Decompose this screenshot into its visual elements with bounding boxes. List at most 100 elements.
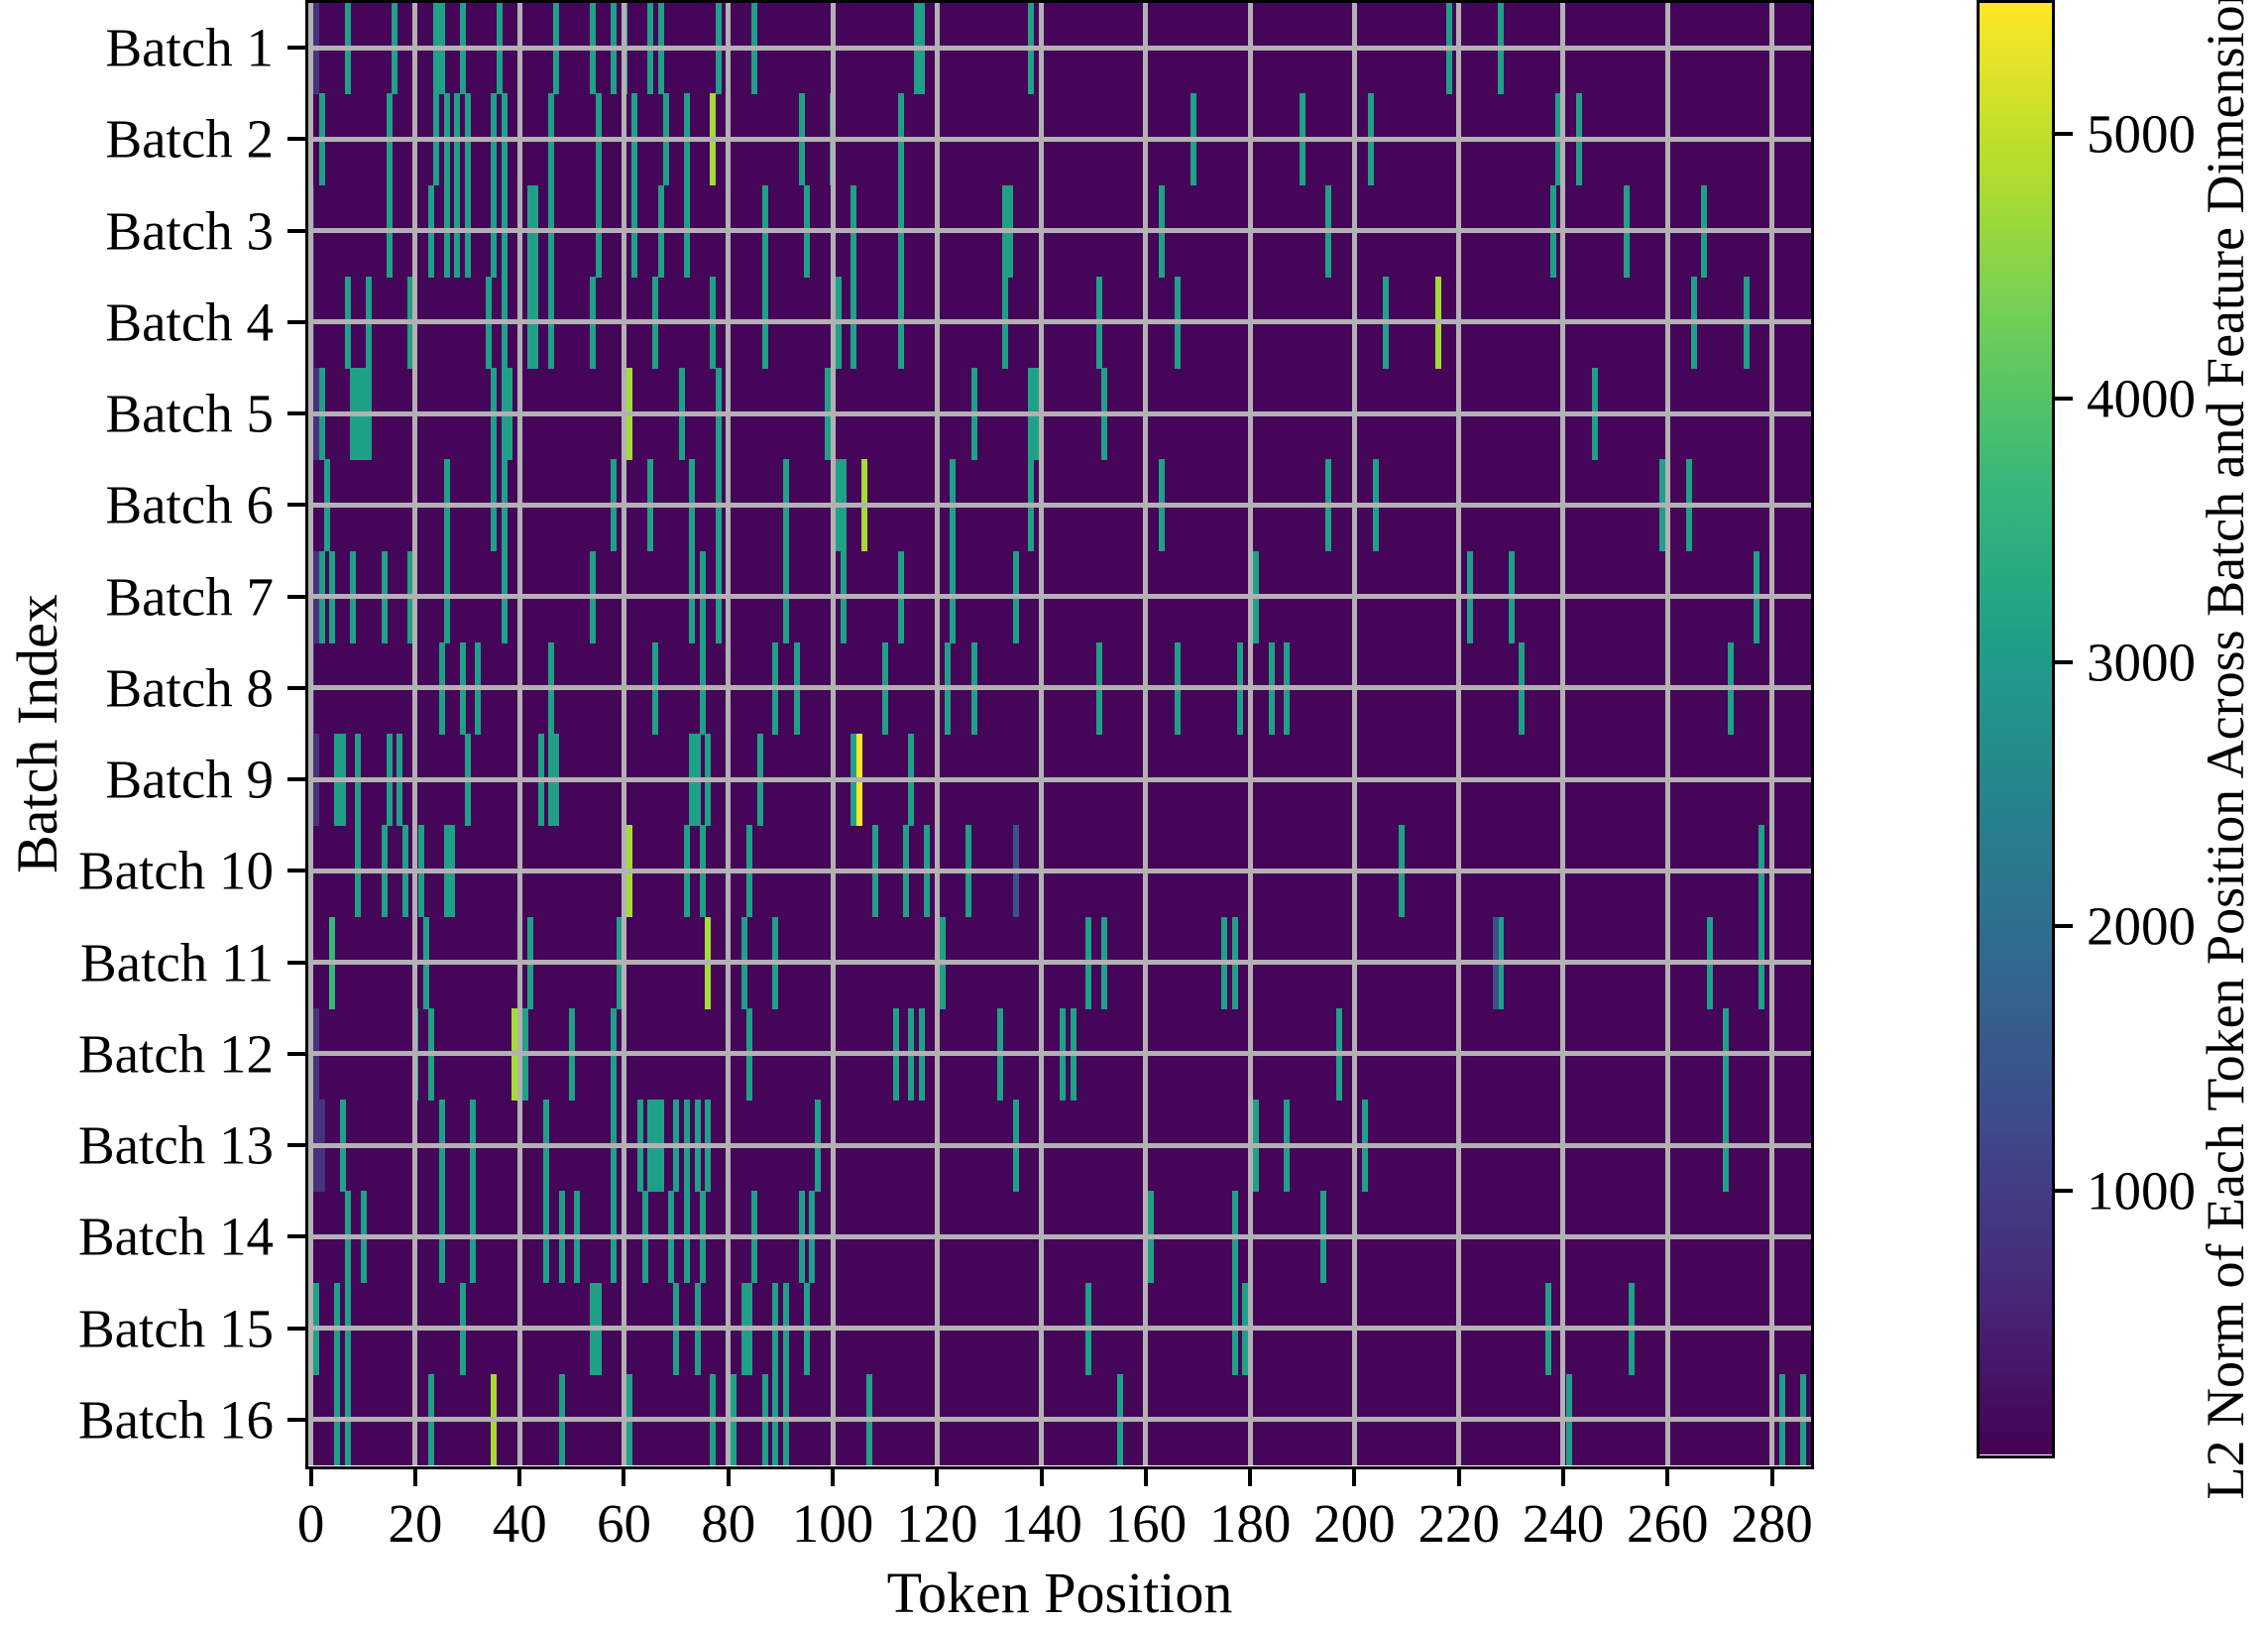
y-tick-label: Batch 2 xyxy=(105,108,274,170)
gridline-vertical xyxy=(308,2,314,1465)
gridline-vertical xyxy=(1247,2,1253,1465)
gridline-horizontal xyxy=(308,1326,1811,1332)
y-tick-label: Batch 5 xyxy=(105,383,274,444)
colorbar-tick-mark xyxy=(2055,924,2073,929)
gridline-horizontal xyxy=(308,228,1811,234)
gridline-horizontal xyxy=(308,1051,1811,1057)
gridline-vertical xyxy=(726,2,732,1465)
gridline-horizontal xyxy=(308,319,1811,325)
x-tick-label: 140 xyxy=(1000,1493,1082,1554)
x-tick-label: 220 xyxy=(1418,1493,1500,1554)
y-tick-label: Batch 6 xyxy=(105,474,274,535)
y-tick-label: Batch 16 xyxy=(77,1389,274,1451)
y-tick-label: Batch 1 xyxy=(105,17,274,78)
gridline-vertical xyxy=(516,2,522,1465)
gridline-horizontal xyxy=(308,594,1811,600)
gridline-horizontal xyxy=(308,1142,1811,1148)
gridline-horizontal xyxy=(308,868,1811,873)
x-tick-label: 0 xyxy=(296,1493,325,1554)
x-tick-mark xyxy=(622,1468,626,1486)
y-tick-mark xyxy=(287,869,305,873)
gridline-vertical xyxy=(1143,2,1149,1465)
x-tick-label: 120 xyxy=(896,1493,978,1554)
x-tick-mark xyxy=(1248,1468,1253,1486)
gridline-vertical xyxy=(1351,2,1357,1465)
x-tick-label: 160 xyxy=(1104,1493,1188,1554)
x-tick-mark xyxy=(1560,1468,1565,1486)
x-tick-label: 40 xyxy=(492,1493,547,1554)
colorbar-tick-label: 5000 xyxy=(2087,103,2196,165)
gridline-vertical xyxy=(1039,2,1045,1465)
x-tick-label: 20 xyxy=(388,1493,443,1554)
x-tick-label: 240 xyxy=(1522,1493,1605,1554)
gridline-vertical xyxy=(830,2,836,1465)
x-tick-mark xyxy=(517,1468,522,1486)
gridline-vertical xyxy=(1560,2,1566,1465)
y-tick-label: Batch 10 xyxy=(77,840,274,901)
y-tick-mark xyxy=(287,594,305,599)
gridline-vertical xyxy=(934,2,940,1465)
y-tick-mark xyxy=(287,319,305,324)
gridline-vertical xyxy=(1769,2,1775,1465)
x-tick-mark xyxy=(1143,1468,1148,1486)
y-tick-mark xyxy=(287,960,305,965)
y-tick-mark xyxy=(287,1417,305,1422)
x-tick-label: 200 xyxy=(1313,1493,1396,1554)
gridline-horizontal xyxy=(308,685,1811,691)
gridline-horizontal xyxy=(308,136,1811,142)
x-tick-label: 60 xyxy=(596,1493,651,1554)
y-tick-mark xyxy=(287,777,305,782)
y-tick-label: Batch 15 xyxy=(77,1298,274,1359)
y-tick-label: Batch 3 xyxy=(105,200,274,262)
colorbar-tick-mark xyxy=(2055,396,2073,401)
y-tick-label: Batch 13 xyxy=(77,1114,274,1176)
y-tick-mark xyxy=(287,411,305,416)
y-tick-label: Batch 11 xyxy=(80,932,274,993)
y-tick-mark xyxy=(287,137,305,142)
gridline-horizontal xyxy=(308,1417,1811,1423)
x-tick-label: 180 xyxy=(1208,1493,1292,1554)
gridline-vertical xyxy=(412,2,418,1465)
y-tick-mark xyxy=(287,46,305,51)
x-tick-mark xyxy=(1769,1468,1774,1486)
gridline-horizontal xyxy=(308,410,1811,416)
x-tick-label: 80 xyxy=(701,1493,756,1554)
x-tick-mark xyxy=(1039,1468,1044,1486)
colorbar-tick-mark xyxy=(2055,659,2073,664)
x-tick-mark xyxy=(935,1468,940,1486)
y-axis-label: Batch Index xyxy=(5,594,69,873)
x-tick-mark xyxy=(1352,1468,1357,1486)
y-tick-mark xyxy=(287,503,305,508)
colorbar-tick-label: 1000 xyxy=(2087,1160,2196,1221)
x-tick-mark xyxy=(726,1468,731,1486)
y-tick-label: Batch 7 xyxy=(105,566,274,628)
gridline-vertical xyxy=(621,2,626,1465)
gridline-horizontal xyxy=(308,502,1811,508)
y-tick-label: Batch 9 xyxy=(105,749,274,810)
x-tick-mark xyxy=(1456,1468,1461,1486)
gridline-horizontal xyxy=(308,960,1811,966)
gridline-vertical xyxy=(1456,2,1462,1465)
colorbar-tick-label: 4000 xyxy=(2087,368,2196,429)
colorbar-tick-mark xyxy=(2055,132,2073,137)
y-tick-mark xyxy=(287,685,305,690)
y-tick-mark xyxy=(287,1326,305,1331)
gridline-vertical xyxy=(1664,2,1670,1465)
x-axis-label: Token Position xyxy=(886,1561,1233,1625)
y-tick-mark xyxy=(287,1234,305,1239)
x-tick-mark xyxy=(831,1468,836,1486)
y-tick-label: Batch 8 xyxy=(105,657,274,719)
gridline-horizontal xyxy=(308,45,1811,51)
y-tick-mark xyxy=(287,1143,305,1148)
colorbar-gradient xyxy=(1980,2,2052,1454)
colorbar-tick-label: 3000 xyxy=(2087,632,2196,693)
x-tick-label: 260 xyxy=(1626,1493,1709,1554)
heatmap-plot-area xyxy=(308,2,1811,1465)
colorbar-tick-mark xyxy=(2055,1188,2073,1193)
gridline-horizontal xyxy=(308,1233,1811,1239)
colorbar-tick-label: 2000 xyxy=(2087,895,2196,957)
x-tick-mark xyxy=(412,1468,417,1486)
x-tick-mark xyxy=(1665,1468,1670,1486)
x-tick-label: 280 xyxy=(1731,1493,1813,1554)
y-tick-mark xyxy=(287,1051,305,1056)
